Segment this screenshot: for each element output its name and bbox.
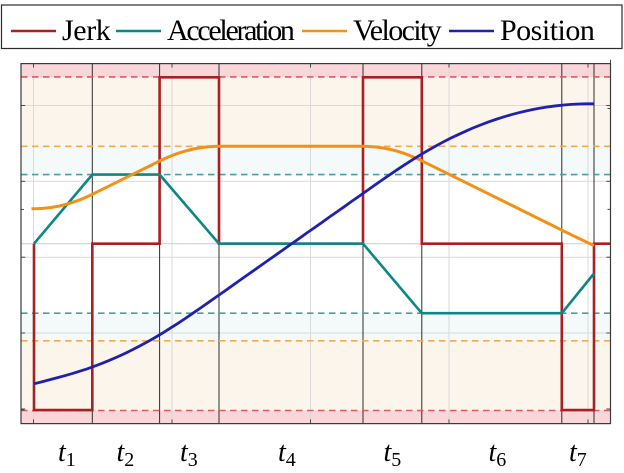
- svg-text:t6: t6: [489, 437, 507, 471]
- svg-text:Velocity: Velocity: [353, 14, 442, 47]
- svg-text:t1: t1: [58, 437, 76, 471]
- svg-text:t7: t7: [569, 437, 587, 471]
- svg-text:t5: t5: [384, 437, 402, 471]
- svg-text:Position: Position: [500, 14, 595, 47]
- svg-text:t4: t4: [278, 437, 296, 471]
- svg-text:Jerk: Jerk: [62, 14, 111, 47]
- svg-text:Acceleration: Acceleration: [167, 14, 295, 47]
- svg-text:t3: t3: [180, 437, 198, 471]
- svg-text:t2: t2: [117, 437, 135, 471]
